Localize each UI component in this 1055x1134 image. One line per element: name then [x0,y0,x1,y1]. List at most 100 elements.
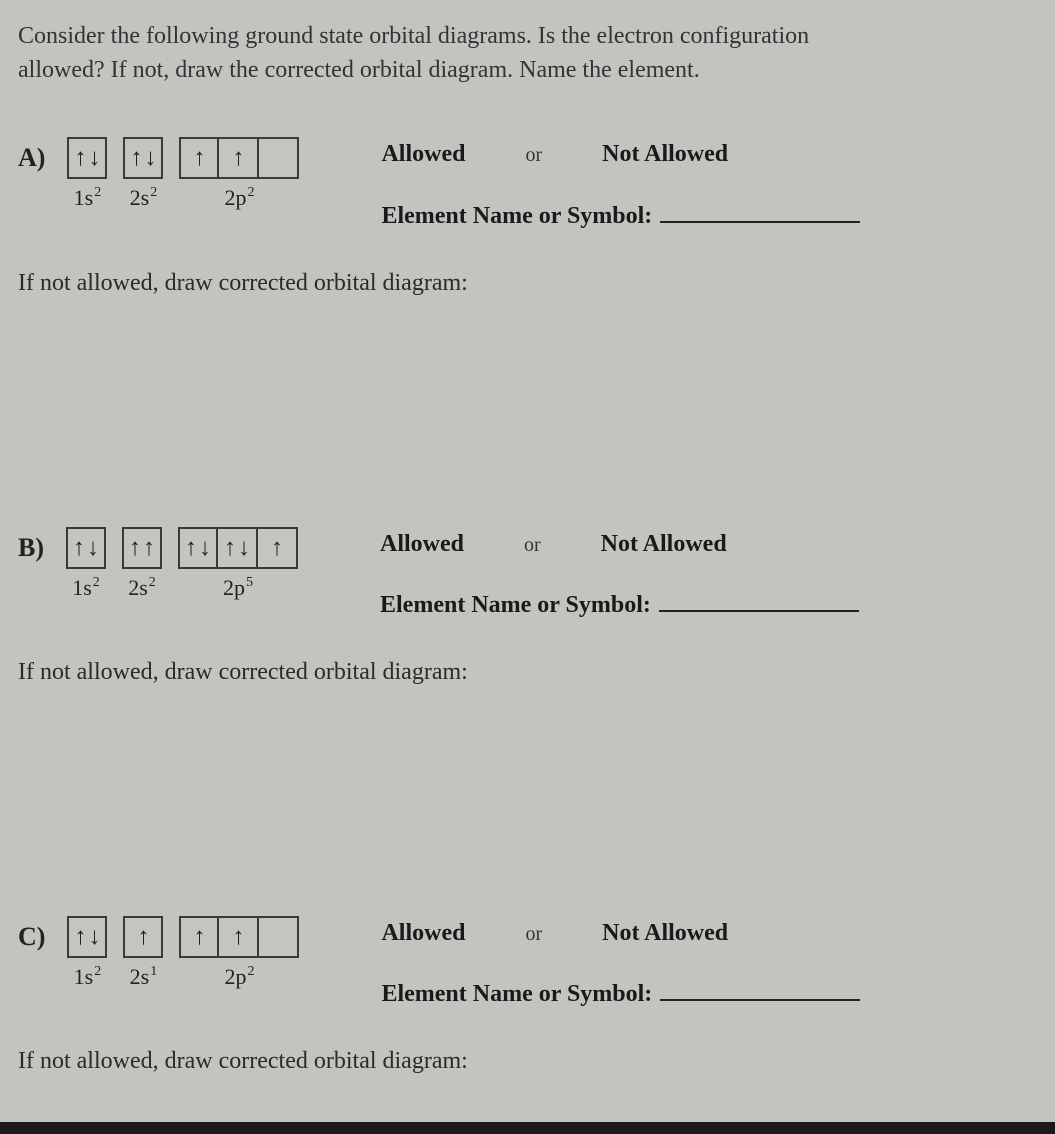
orbital-group: ↑↓ 1s2 [67,137,107,211]
orbital-box[interactable]: ↑ [219,916,259,958]
problem-b-diagram: ↑↓1s2↑↑2s2↑↓↑↓↑2p5 [66,527,298,601]
orbital-label-base: 2p [224,185,246,211]
element-prompt: Element Name or Symbol: [381,203,652,230]
choice-not-allowed[interactable]: Not Allowed [602,141,728,168]
orbital-boxes: ↑↓ [67,137,107,179]
orbital-box[interactable]: ↑ [179,916,219,958]
arrow-up-icon: ↑ [224,536,236,560]
orbital-label-sup: 2 [93,575,100,591]
problem-a-diagram: ↑↓1s2↑↓2s2↑↑2p2 [67,137,299,211]
arrow-up-icon: ↑ [271,536,283,560]
arrow-up-icon: ↑ [143,536,155,560]
orbital-box[interactable]: ↑↓ [218,527,258,569]
problem-c-letter: C) [18,916,45,952]
orbital-label-sup: 2 [247,185,254,201]
orbital-group: ↑↓ 2s2 [123,137,163,211]
orbital-group: ↑↓↑↓↑2p5 [178,527,298,601]
arrow-up-icon: ↑ [185,536,197,560]
element-blank[interactable] [660,196,860,222]
arrow-down-icon: ↓ [87,536,99,560]
arrow-up-icon: ↑ [130,146,142,170]
problem-a-letter: A) [18,137,45,173]
orbital-label-base: 1s [74,185,94,211]
problem-b-response: Allowed or Not Allowed Element Name or S… [320,527,1037,619]
problem-c-diagram: ↑↓1s2↑2s1↑↑2p2 [67,916,299,990]
worksheet-page: Consider the following ground state orbi… [0,0,1055,1075]
orbital-box[interactable] [259,137,299,179]
choice-allowed[interactable]: Allowed [381,141,465,168]
orbital-group: ↑↑2p2 [179,137,299,211]
choice-or: or [525,923,542,946]
orbital-box[interactable]: ↑ [219,137,259,179]
orbital-box[interactable]: ↑↓ [67,916,107,958]
orbital-label: 1s2 [74,185,102,211]
choice-or: or [524,534,541,557]
orbital-boxes: ↑↓↑↓↑ [178,527,298,569]
orbital-box[interactable]: ↑ [258,527,298,569]
choice-allowed[interactable]: Allowed [381,920,465,947]
orbital-label-base: 2p [224,964,246,990]
problem-a-correction: If not allowed, draw corrected orbital d… [18,270,1037,297]
orbital-boxes: ↑ [123,916,163,958]
orbital-label-base: 2s [130,185,150,211]
element-prompt: Element Name or Symbol: [380,592,651,619]
arrow-up-icon: ↑ [137,925,149,949]
orbital-label-sup: 1 [150,964,157,980]
arrow-up-icon: ↑ [232,925,244,949]
choice-allowed[interactable]: Allowed [380,531,464,558]
orbital-label: 2s2 [130,185,158,211]
element-prompt: Element Name or Symbol: [381,981,652,1008]
arrow-down-icon: ↓ [88,925,100,949]
orbital-box[interactable]: ↑↑ [122,527,162,569]
orbital-box[interactable]: ↑ [123,916,163,958]
orbital-boxes: ↑↑ [179,137,299,179]
element-blank[interactable] [660,975,860,1001]
arrow-up-icon: ↑ [74,146,86,170]
instructions-line1: Consider the following ground state orbi… [18,20,1037,54]
orbital-group: ↑↑2p2 [179,916,299,990]
page-bottom-edge [0,1122,1055,1134]
problem-b: B) ↑↓1s2↑↑2s2↑↓↑↓↑2p5 Allowed or Not All… [18,527,1037,686]
orbital-group: ↑↓ 1s2 [67,916,107,990]
arrow-up-icon: ↑ [232,146,244,170]
orbital-label-sup: 2 [94,185,101,201]
orbital-box[interactable]: ↑ [179,137,219,179]
arrow-up-icon: ↑ [193,925,205,949]
orbital-group: ↑↓ 1s2 [66,527,106,601]
orbital-label-sup: 5 [246,575,253,591]
orbital-boxes: ↑↑ [179,916,299,958]
problem-c-response: Allowed or Not Allowed Element Name or S… [321,916,1037,1008]
orbital-box[interactable]: ↑↓ [66,527,106,569]
arrow-up-icon: ↑ [129,536,141,560]
orbital-label-sup: 2 [247,964,254,980]
problem-b-letter: B) [18,527,44,563]
orbital-boxes: ↑↓ [67,916,107,958]
orbital-box[interactable]: ↑↓ [178,527,218,569]
arrow-up-icon: ↑ [193,146,205,170]
instructions-line2: allowed? If not, draw the corrected orbi… [18,54,1037,88]
orbital-group: ↑↑2s2 [122,527,162,601]
orbital-label: 1s2 [74,964,102,990]
arrow-up-icon: ↑ [73,536,85,560]
arrow-down-icon: ↓ [144,146,156,170]
orbital-box[interactable] [259,916,299,958]
orbital-boxes: ↑↑ [122,527,162,569]
orbital-label-base: 2p [223,575,245,601]
choice-not-allowed[interactable]: Not Allowed [601,531,727,558]
choice-not-allowed[interactable]: Not Allowed [602,920,728,947]
orbital-group: ↑ 2s1 [123,916,163,990]
element-blank[interactable] [659,586,859,612]
choice-or: or [525,144,542,167]
orbital-box[interactable]: ↑↓ [123,137,163,179]
orbital-label: 2p2 [224,185,254,211]
orbital-boxes: ↑↓ [123,137,163,179]
orbital-label: 2p5 [223,575,253,601]
problem-a-response: Allowed or Not Allowed Element Name or S… [321,137,1037,229]
orbital-label-base: 2s [130,964,150,990]
orbital-label: 2p2 [224,964,254,990]
problem-b-correction: If not allowed, draw corrected orbital d… [18,659,1037,686]
orbital-label: 1s2 [72,575,100,601]
orbital-label: 2s1 [130,964,158,990]
orbital-box[interactable]: ↑↓ [67,137,107,179]
problem-c-correction: If not allowed, draw corrected orbital d… [18,1048,1037,1075]
